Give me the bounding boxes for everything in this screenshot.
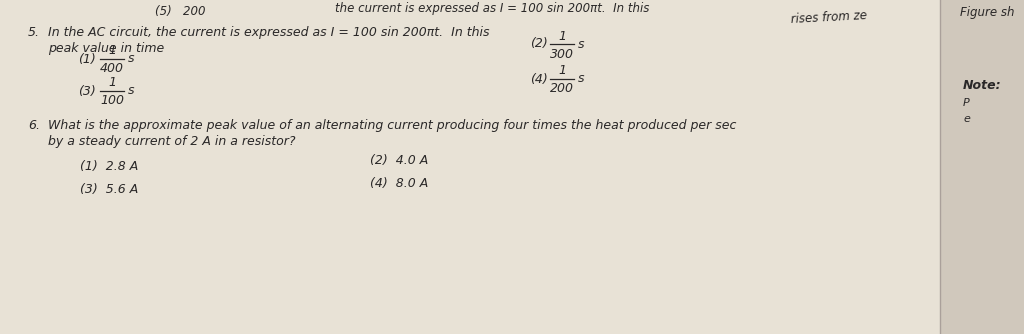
Text: by a steady current of 2 A in a resistor?: by a steady current of 2 A in a resistor… xyxy=(48,135,296,148)
Text: 1: 1 xyxy=(558,64,566,77)
Text: 100: 100 xyxy=(100,95,124,108)
Text: 5.: 5. xyxy=(28,26,40,39)
Text: (4): (4) xyxy=(530,72,548,86)
Text: 1: 1 xyxy=(108,76,116,90)
Text: (4)  8.0 A: (4) 8.0 A xyxy=(370,177,428,190)
Text: s: s xyxy=(578,72,585,86)
Text: What is the approximate peak value of an alternating current producing four time: What is the approximate peak value of an… xyxy=(48,119,736,132)
Text: Figure sh: Figure sh xyxy=(961,6,1015,19)
Text: (3)  5.6 A: (3) 5.6 A xyxy=(80,183,138,196)
Text: 1: 1 xyxy=(558,29,566,42)
Text: Note:: Note: xyxy=(963,79,1001,92)
Text: s: s xyxy=(128,52,134,65)
Text: 6.: 6. xyxy=(28,119,40,132)
Text: 300: 300 xyxy=(550,47,574,60)
Text: 200: 200 xyxy=(550,82,574,96)
Text: (2): (2) xyxy=(530,37,548,50)
Text: P: P xyxy=(963,98,970,108)
FancyBboxPatch shape xyxy=(0,0,940,334)
Text: e: e xyxy=(963,114,970,124)
Text: peak value in time: peak value in time xyxy=(48,42,164,55)
Text: (1): (1) xyxy=(78,52,96,65)
Text: rises from ze: rises from ze xyxy=(790,9,867,26)
Text: (2)  4.0 A: (2) 4.0 A xyxy=(370,154,428,167)
Text: the current is expressed as I = 100 sin 200πt.  In this: the current is expressed as I = 100 sin … xyxy=(335,2,649,15)
Text: 400: 400 xyxy=(100,62,124,75)
Text: In the AC circuit, the current is expressed as I = 100 sin 200πt.  In this: In the AC circuit, the current is expres… xyxy=(48,26,489,39)
Text: 1: 1 xyxy=(108,44,116,57)
FancyBboxPatch shape xyxy=(940,0,1024,334)
Text: s: s xyxy=(128,85,134,98)
Text: (5)   200: (5) 200 xyxy=(155,5,206,18)
Text: (3): (3) xyxy=(78,85,96,98)
Text: s: s xyxy=(578,37,585,50)
Text: (1)  2.8 A: (1) 2.8 A xyxy=(80,160,138,173)
